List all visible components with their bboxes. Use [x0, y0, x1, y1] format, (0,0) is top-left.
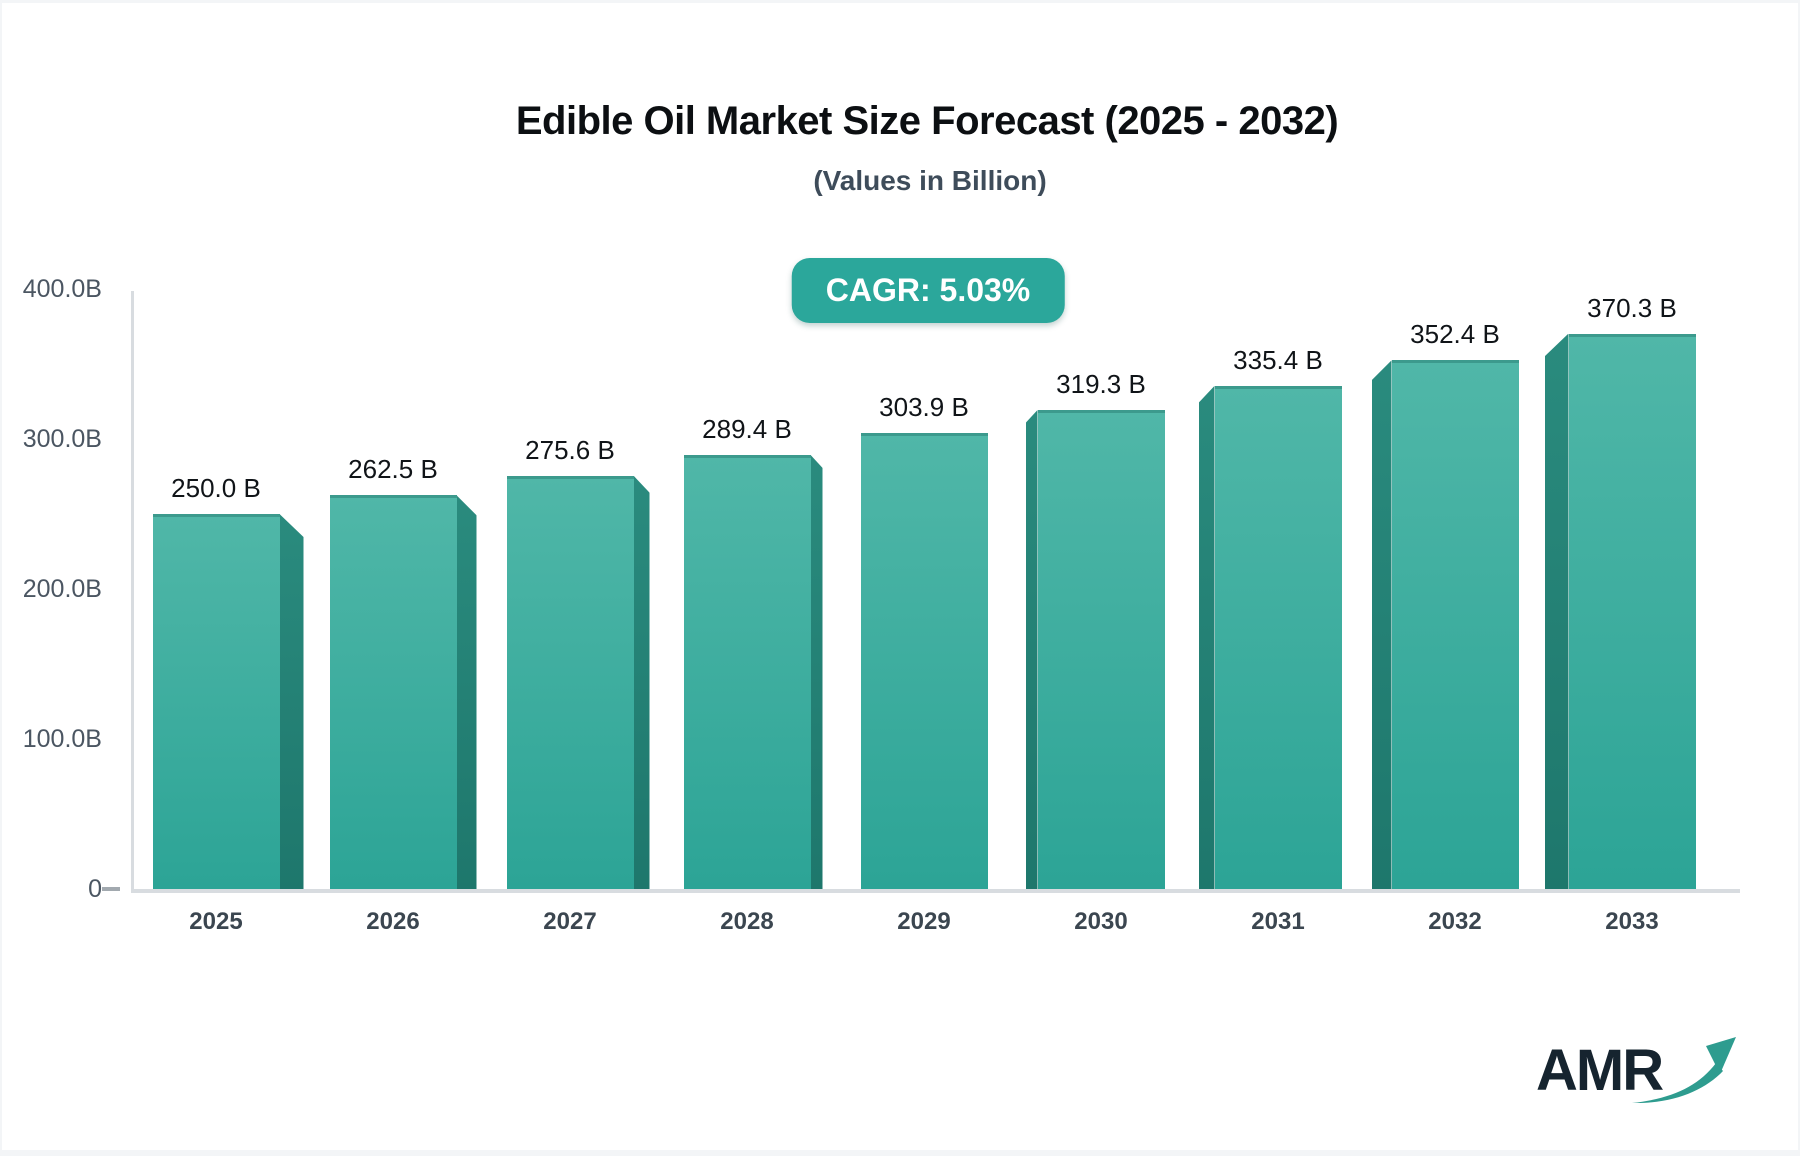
amr-logo-text: AMR: [1536, 1038, 1664, 1103]
bar-value-label: 262.5 B: [348, 454, 438, 485]
bar-2026: [329, 495, 457, 890]
y-axis-label: 0: [88, 875, 102, 903]
bar-2028: [683, 454, 811, 890]
bar-value-label: 289.4 B: [702, 413, 792, 444]
bar-side-face: [1025, 410, 1038, 890]
x-axis-label: 2028: [720, 908, 774, 935]
chart-card: Edible Oil Market Size Forecast (2025 - …: [2, 3, 1798, 1150]
x-axis-label: 2032: [1428, 908, 1482, 935]
bar-value-label: 250.0 B: [171, 473, 261, 503]
y-axis-label: 100.0B: [22, 725, 102, 753]
x-axis-label: 2033: [1605, 908, 1659, 935]
bar-value-label: 335.4 B: [1233, 344, 1323, 375]
bar-2027: [506, 475, 634, 890]
chart-title: Edible Oil Market Size Forecast (2025 - …: [515, 99, 1339, 143]
bar-2031: [1214, 385, 1342, 890]
bar-2025: [152, 514, 280, 890]
x-axis-label: 2027: [543, 908, 597, 935]
bar-chart: 400.0B 300.0B 200.0B 100.0B 0 250.0 B 2025 262.…: [2, 3, 1798, 1150]
chart-subtitle: (Values in Billion): [813, 165, 1047, 196]
bar-2032: [1391, 360, 1519, 890]
y-axis-label: 200.0B: [22, 575, 102, 603]
bar-side-face: [279, 514, 304, 890]
y-axis-label: 300.0B: [22, 425, 102, 453]
bar-side-face: [1198, 385, 1215, 890]
bar-2029: [860, 433, 988, 890]
x-axis-label: 2030: [1074, 908, 1128, 935]
bar-side-face: [810, 454, 823, 890]
y-axis-line: [131, 291, 134, 893]
x-axis-label: 2025: [189, 908, 243, 935]
bar-side-face: [1544, 333, 1569, 890]
bar-side-face: [1371, 360, 1392, 890]
x-axis-label: 2026: [366, 908, 420, 935]
bar-2033: [1568, 333, 1696, 890]
bar-value-label: 275.6 B: [525, 434, 615, 465]
amr-logo: AMR: [1530, 1031, 1736, 1115]
bar-side-face: [456, 495, 477, 890]
x-axis-label: 2031: [1251, 908, 1305, 935]
bar-value-label: 319.3 B: [1056, 369, 1146, 400]
bar-value-label: 370.3 B: [1587, 292, 1677, 323]
x-axis-line: [131, 889, 1740, 893]
y-axis-label: 400.0B: [22, 275, 102, 303]
bar-2030: [1037, 410, 1165, 890]
bar-value-label: 303.9 B: [879, 392, 969, 423]
bar-value-label: 352.4 B: [1410, 319, 1500, 350]
zero-tick-mark: [102, 887, 120, 891]
bar-side-face: [633, 475, 650, 890]
x-axis-label: 2029: [897, 908, 951, 935]
growth-arrow-icon: [1632, 1037, 1736, 1104]
cagr-badge: CAGR: 5.03%: [791, 258, 1065, 323]
